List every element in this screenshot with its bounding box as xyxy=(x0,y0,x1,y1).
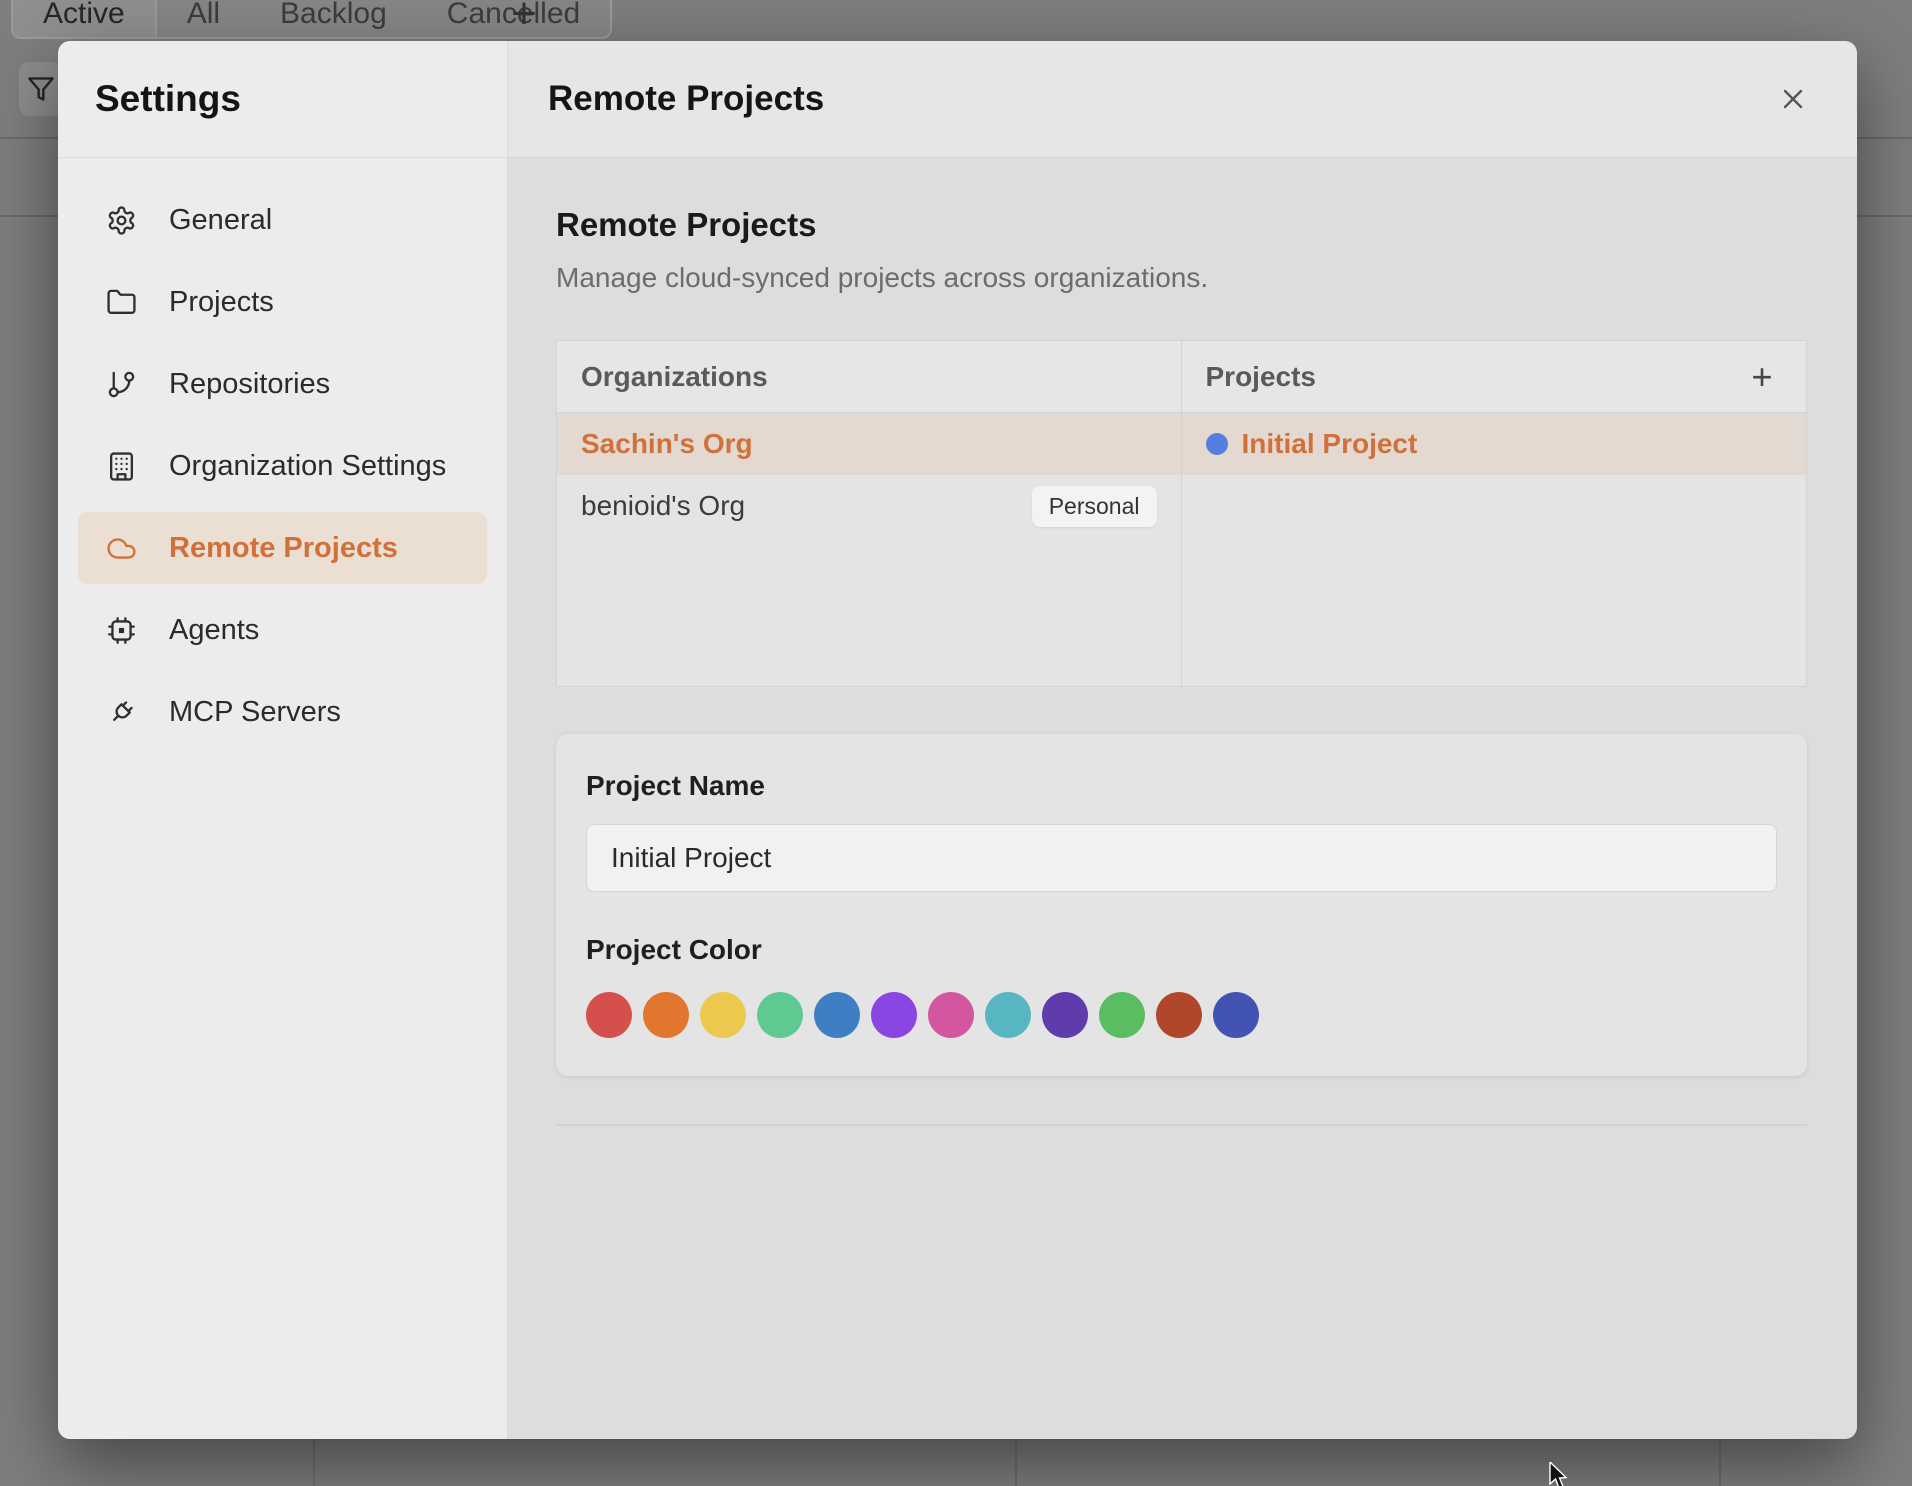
sidebar-item-label: MCP Servers xyxy=(169,695,341,728)
project-name-label: Project Name xyxy=(586,770,765,801)
org-row-sachins-org[interactable]: Sachin's Org xyxy=(557,413,1181,475)
view-tab-bar: Active All Backlog Cancelled xyxy=(11,0,613,39)
sidebar-item-projects[interactable]: Projects xyxy=(78,266,487,338)
panel-body: Remote Projects Manage cloud-synced proj… xyxy=(508,158,1857,1439)
org-row-benioids-org[interactable]: benioid's Org Personal xyxy=(557,475,1181,537)
settings-panel: Remote Projects Remote Projects Manage c… xyxy=(508,41,1857,1439)
settings-modal: Settings General Projects Repositories xyxy=(58,41,1857,1439)
tab-cancelled[interactable]: Cancelled xyxy=(446,0,581,30)
project-color-dot xyxy=(1205,433,1228,455)
sidebar-item-agents[interactable]: Agents xyxy=(78,594,487,666)
color-swatch-green[interactable] xyxy=(1099,992,1145,1038)
color-swatch-indigo[interactable] xyxy=(1213,992,1259,1038)
projects-header: Projects + xyxy=(1181,341,1806,413)
settings-sidebar: Settings General Projects Repositories xyxy=(58,41,508,1439)
mouse-cursor xyxy=(1548,1460,1572,1486)
organizations-header-label: Organizations xyxy=(581,360,768,392)
sidebar-item-label: Projects xyxy=(169,285,274,318)
org-projects-table: Organizations Sachin's Org benioid's Org… xyxy=(556,340,1807,687)
sidebar-item-label: General xyxy=(169,203,273,236)
color-swatch-orange[interactable] xyxy=(643,992,689,1038)
sidebar-item-mcp-servers[interactable]: MCP Servers xyxy=(78,676,487,748)
sidebar-item-label: Agents xyxy=(169,613,260,646)
organizations-header: Organizations xyxy=(557,341,1181,413)
project-name-input[interactable] xyxy=(586,824,1777,892)
sidebar-item-organization-settings[interactable]: Organization Settings xyxy=(78,430,487,502)
color-swatch-teal[interactable] xyxy=(985,992,1031,1038)
org-name: Sachin's Org xyxy=(581,428,753,459)
color-swatch-row xyxy=(586,992,1777,1038)
color-swatch-rust[interactable] xyxy=(1156,992,1202,1038)
settings-nav: General Projects Repositories Organizati… xyxy=(58,158,507,758)
tab-active[interactable]: Active xyxy=(13,0,157,37)
project-row-initial-project[interactable]: Initial Project xyxy=(1181,413,1806,475)
add-project-button[interactable]: + xyxy=(1751,355,1773,397)
sidebar-header: Settings xyxy=(58,41,507,158)
tab-backlog[interactable]: Backlog xyxy=(280,0,387,30)
panel-title: Remote Projects xyxy=(548,79,825,118)
color-swatch-purple[interactable] xyxy=(1042,992,1088,1038)
tab-all[interactable]: All xyxy=(186,0,221,30)
gear-icon xyxy=(106,205,137,236)
plug-icon xyxy=(106,697,137,728)
git-branch-icon xyxy=(106,369,137,400)
organizations-column: Organizations Sachin's Org benioid's Org… xyxy=(557,341,1182,686)
sidebar-item-label: Organization Settings xyxy=(169,449,447,482)
sidebar-item-general[interactable]: General xyxy=(78,184,487,256)
projects-header-label: Projects xyxy=(1205,360,1317,392)
panel-header: Remote Projects xyxy=(508,41,1857,158)
settings-title: Settings xyxy=(95,78,241,119)
chip-icon xyxy=(106,615,137,646)
close-icon xyxy=(1777,83,1809,115)
projects-column: Projects + Initial Project xyxy=(1181,341,1806,686)
color-swatch-yellow[interactable] xyxy=(700,992,746,1038)
section-subtitle: Manage cloud-synced projects across orga… xyxy=(556,262,1209,293)
color-swatch-violet[interactable] xyxy=(871,992,917,1038)
filter-button[interactable] xyxy=(19,62,63,116)
sidebar-item-label: Repositories xyxy=(169,367,331,400)
sidebar-item-repositories[interactable]: Repositories xyxy=(78,348,487,420)
personal-badge: Personal xyxy=(1031,485,1157,527)
funnel-icon xyxy=(27,75,55,103)
color-swatch-pink[interactable] xyxy=(928,992,974,1038)
new-view-button[interactable]: + xyxy=(511,0,537,38)
building-icon xyxy=(106,451,137,482)
color-swatch-red[interactable] xyxy=(586,992,632,1038)
project-form-card: Project Name Project Color xyxy=(556,734,1807,1076)
content-divider xyxy=(556,1124,1807,1126)
section-title: Remote Projects xyxy=(556,206,817,243)
sidebar-item-remote-projects[interactable]: Remote Projects xyxy=(78,512,487,584)
project-color-label: Project Color xyxy=(586,934,762,965)
color-swatch-mint[interactable] xyxy=(757,992,803,1038)
org-name: benioid's Org xyxy=(581,490,746,521)
cloud-icon xyxy=(106,533,137,564)
folder-icon xyxy=(106,287,137,318)
project-name: Initial Project xyxy=(1241,428,1418,459)
color-swatch-blue[interactable] xyxy=(814,992,860,1038)
close-button[interactable] xyxy=(1773,79,1813,119)
sidebar-item-label: Remote Projects xyxy=(169,531,398,564)
